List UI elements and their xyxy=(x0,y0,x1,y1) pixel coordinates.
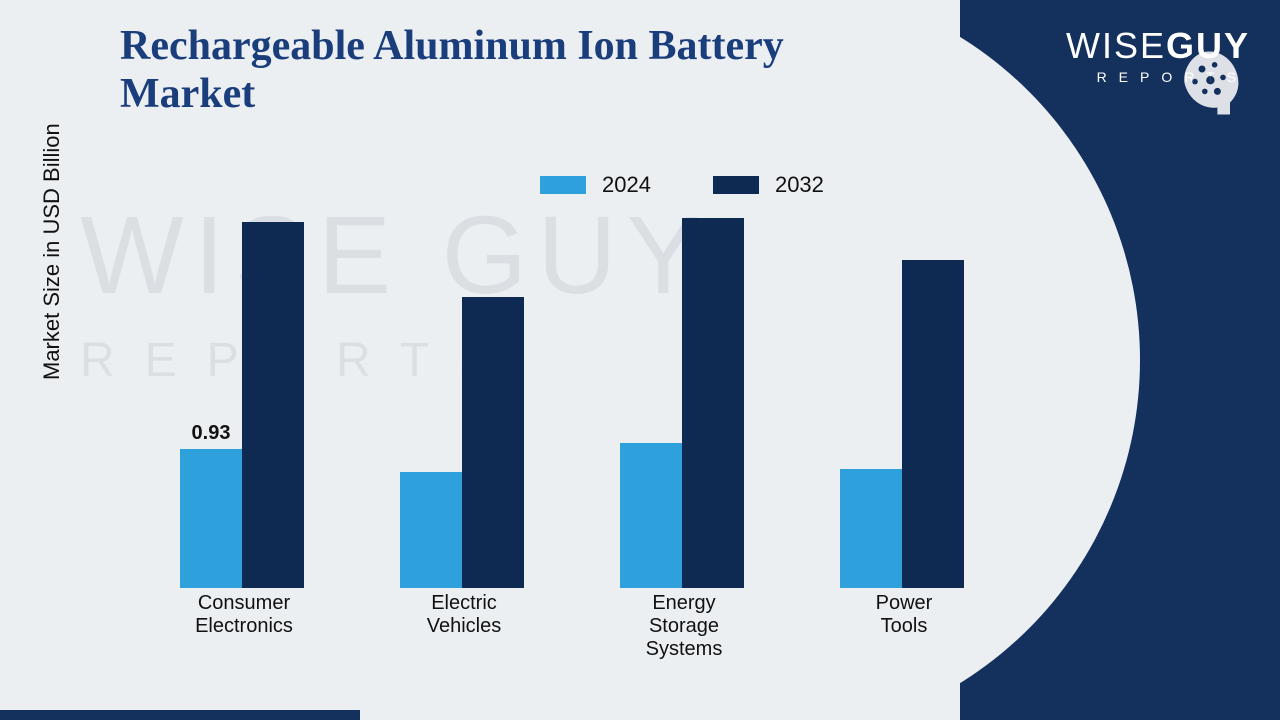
brand-word-1: WISE xyxy=(1066,25,1166,66)
legend-label-2024: 2024 xyxy=(602,172,651,198)
x-tick-label: ElectricVehicles xyxy=(379,592,549,638)
legend-swatch-2032 xyxy=(713,176,759,194)
x-tick-label: EnergyStorageSystems xyxy=(599,592,769,661)
plot-area: 0.93 xyxy=(120,200,1000,588)
bar-2032 xyxy=(462,297,524,588)
legend-label-2032: 2032 xyxy=(775,172,824,198)
chart-title: Rechargeable Aluminum Ion Battery Market xyxy=(120,22,880,119)
bar-2024 xyxy=(840,469,902,588)
bar-2024 xyxy=(180,449,242,588)
chart-card: WISE GUY REPORTS WISEGUY REPORTS Recharg… xyxy=(0,0,1280,720)
legend-item-2024: 2024 xyxy=(540,172,651,198)
legend-swatch-2024 xyxy=(540,176,586,194)
bar-2024 xyxy=(400,472,462,588)
brand-head-icon xyxy=(1174,48,1244,118)
x-tick-label: ConsumerElectronics xyxy=(159,592,329,638)
bar-2032 xyxy=(682,218,744,588)
legend: 2024 2032 xyxy=(540,172,824,198)
y-axis-label: Market Size in USD Billion xyxy=(39,123,65,380)
bar-2032 xyxy=(242,222,304,588)
x-tick-label: PowerTools xyxy=(819,592,989,638)
legend-item-2032: 2032 xyxy=(713,172,824,198)
bottom-accent-bar xyxy=(0,710,360,720)
bar-2032 xyxy=(902,260,964,588)
bar-value-label: 0.93 xyxy=(192,422,231,445)
bar-2024 xyxy=(620,443,682,588)
brand-logo: WISEGUY REPORTS xyxy=(1066,28,1250,84)
